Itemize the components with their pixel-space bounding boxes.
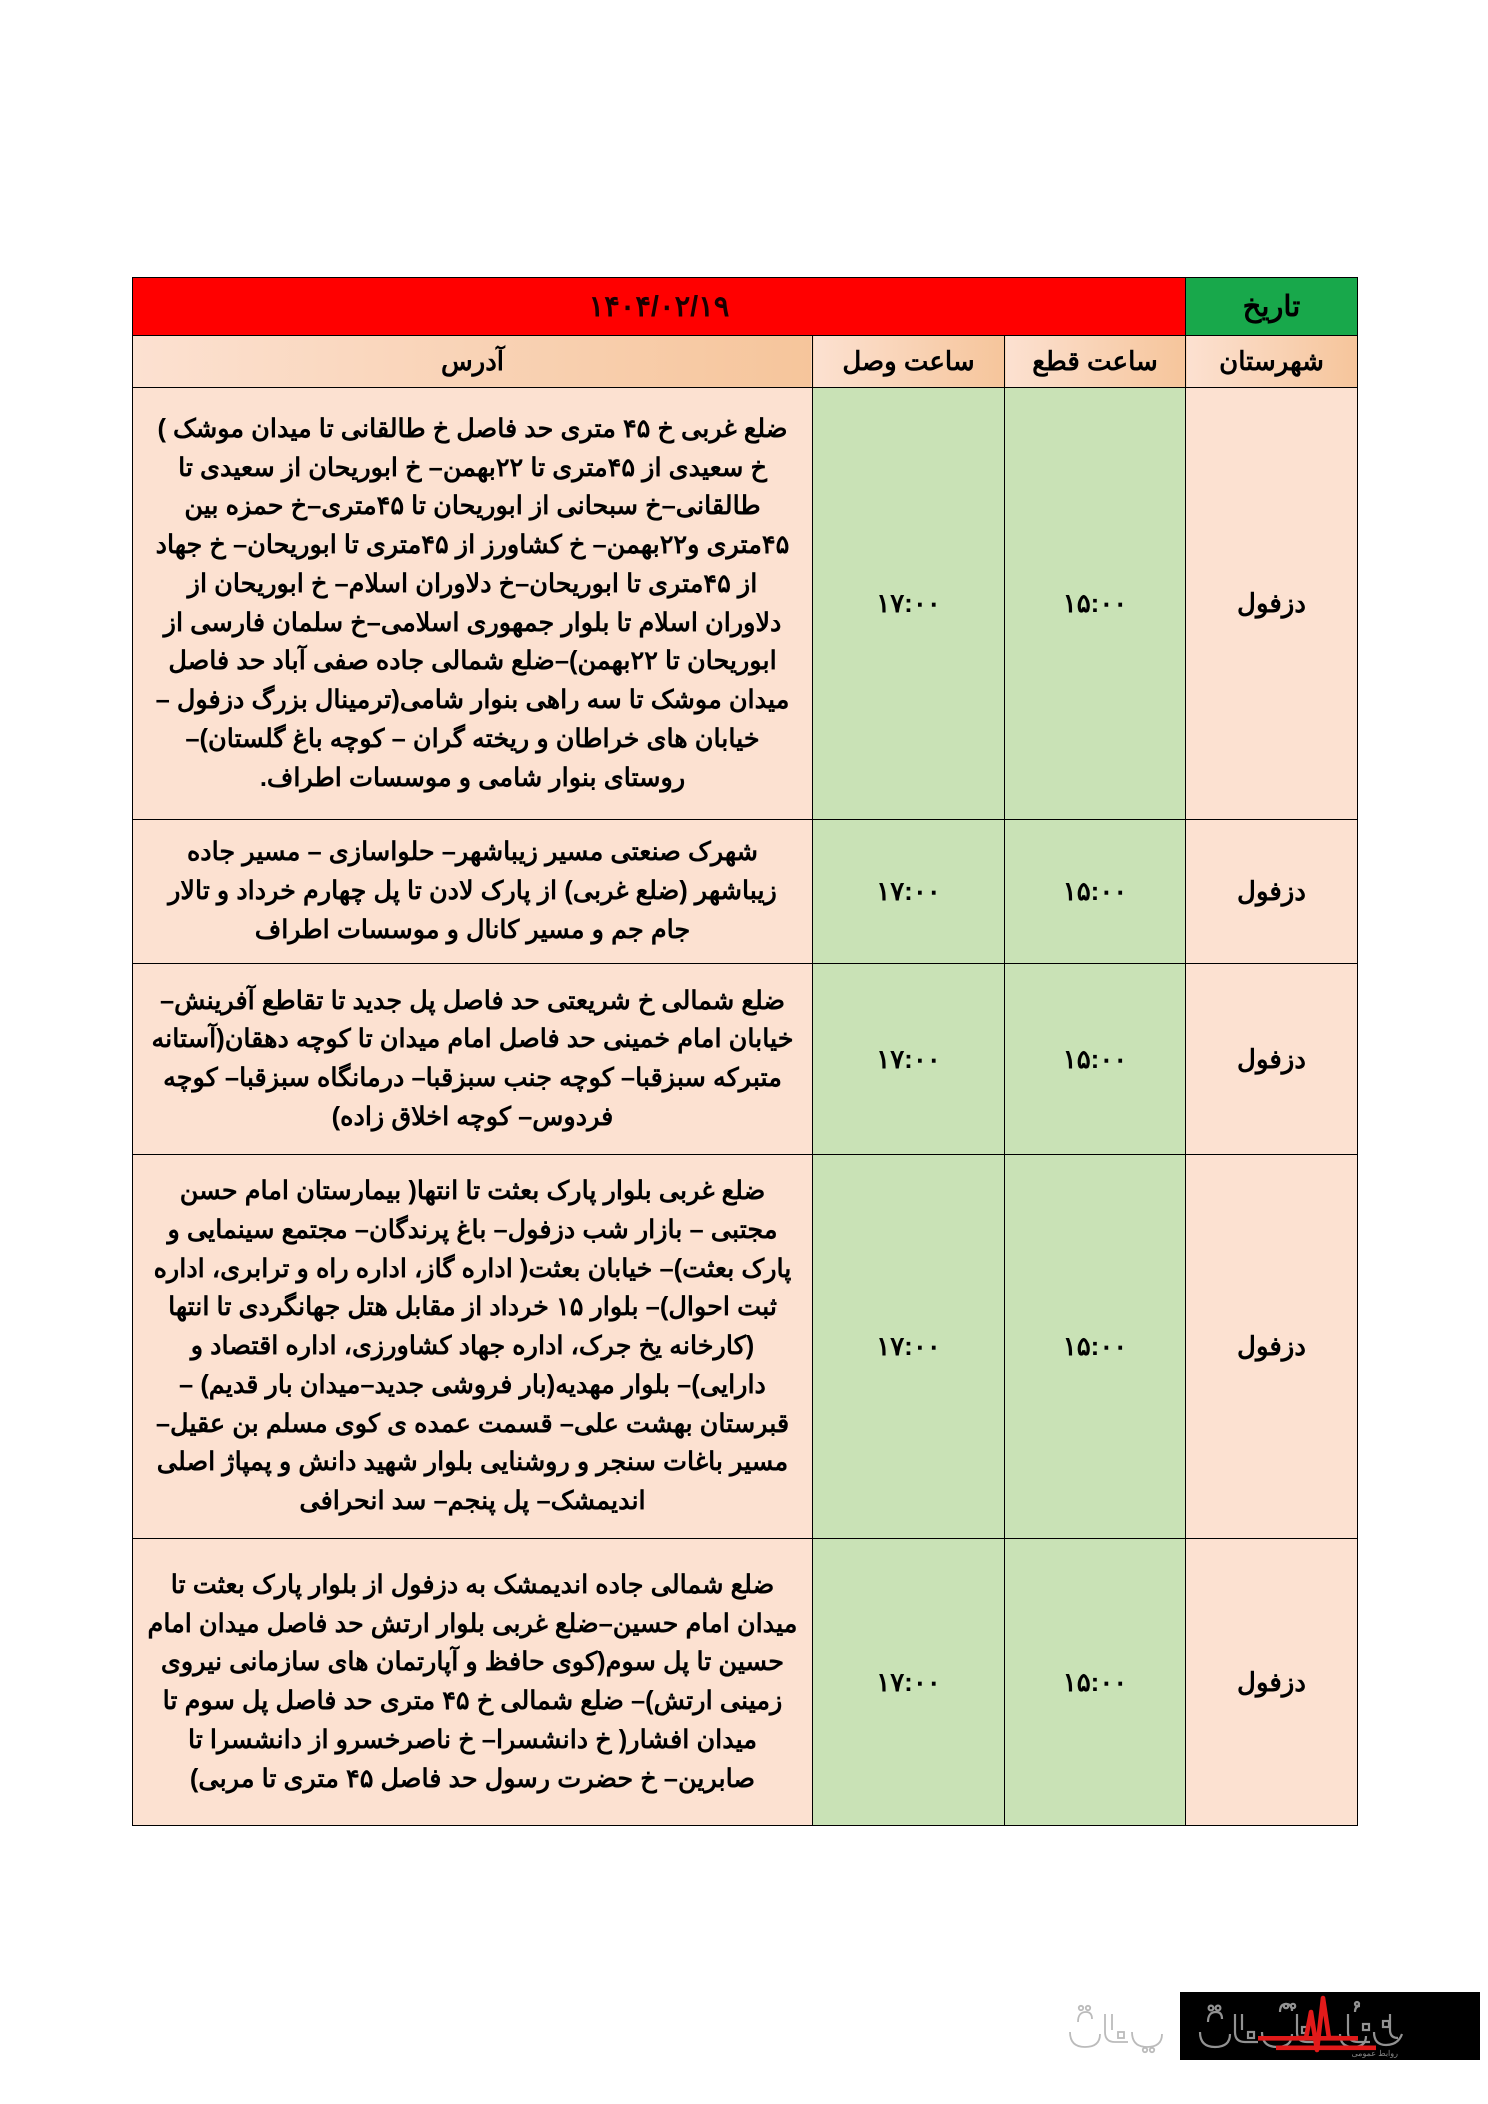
svg-text:روابط عمومی: روابط عمومی [1352, 2049, 1399, 2058]
